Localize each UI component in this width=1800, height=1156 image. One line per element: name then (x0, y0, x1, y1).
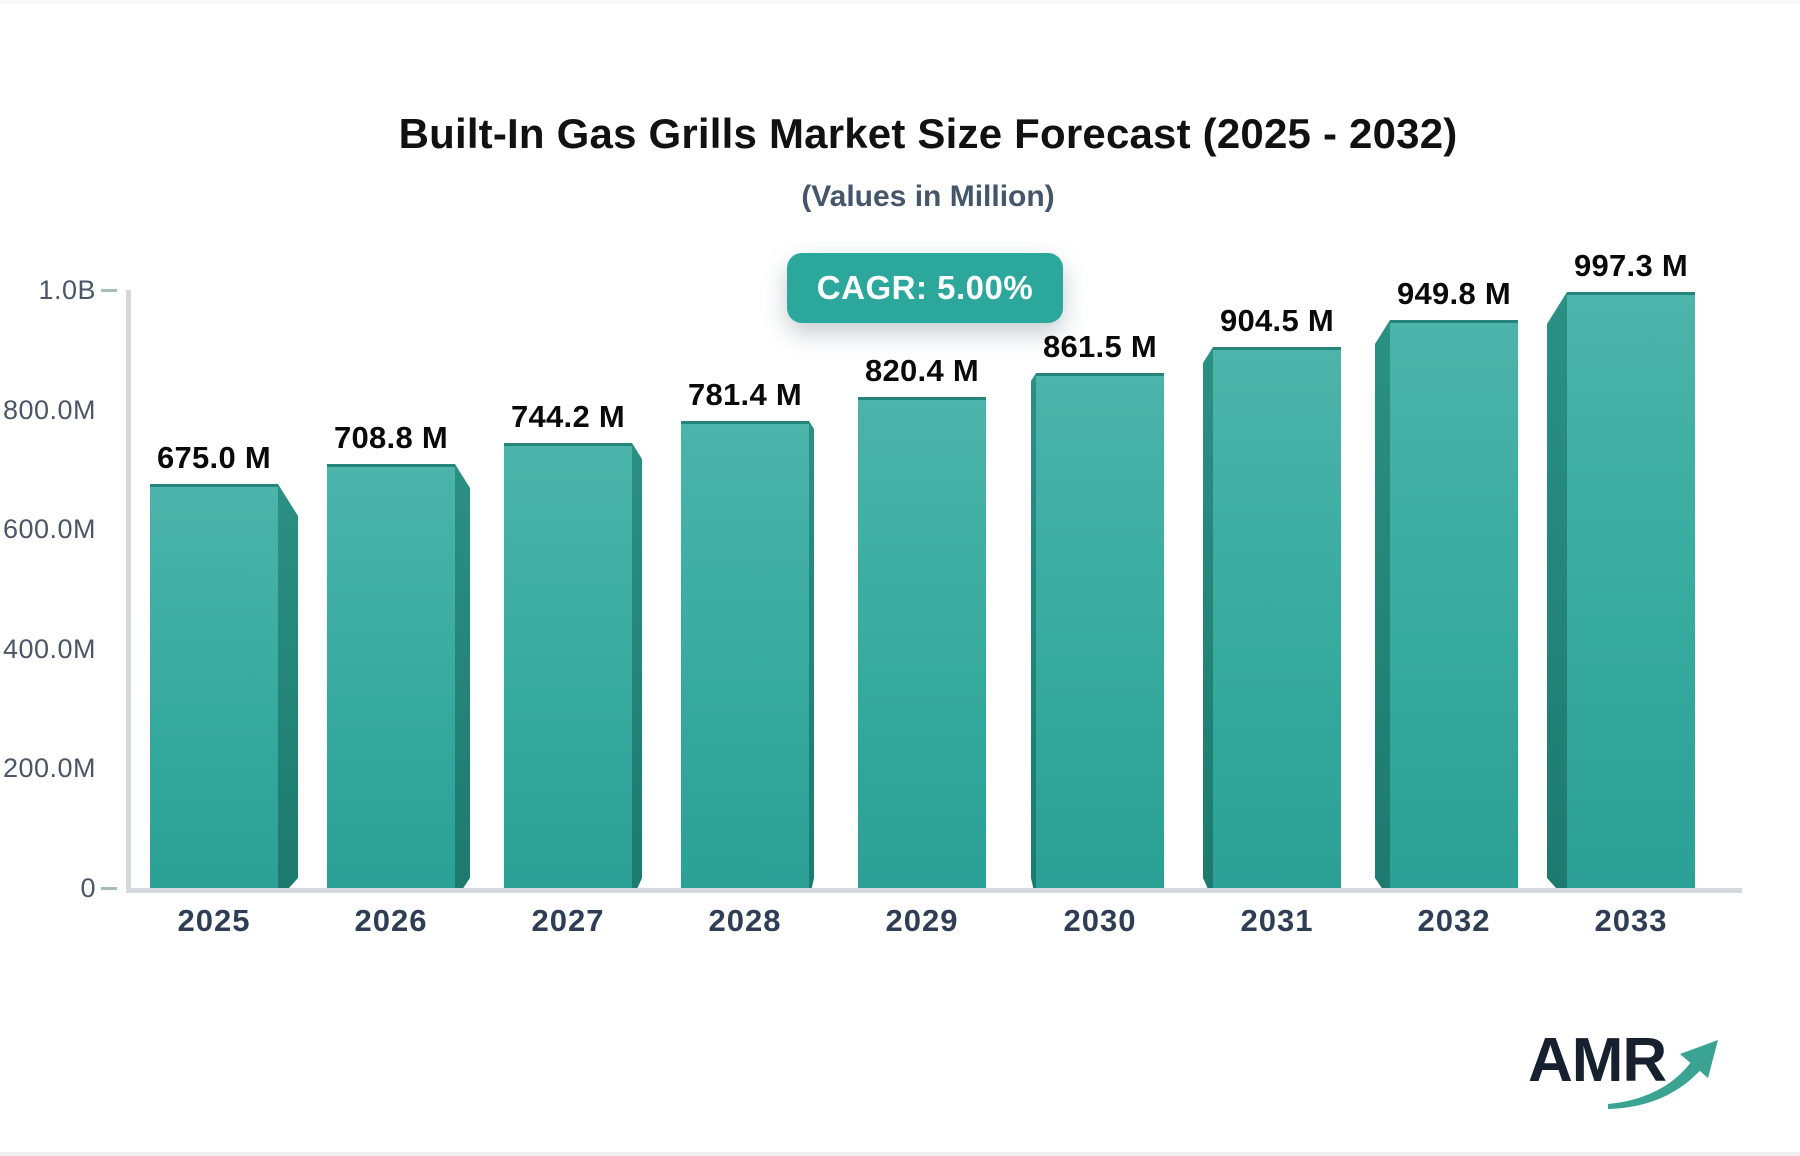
y-axis-tick (101, 887, 117, 890)
page-top-edge (0, 0, 1800, 4)
plot-area: 675.0 M 708.8 M 744.2 M 781.4 M 820.4 M 861.5… (126, 248, 1742, 893)
bar-side-face (632, 443, 642, 888)
bar-value-label: 708.8 M (333, 420, 449, 455)
cagr-badge-label: CAGR: 5.00% (816, 269, 1034, 306)
bar (504, 443, 632, 888)
y-axis-label: 200.0M (2, 753, 96, 784)
bar-side-face (809, 421, 814, 888)
amr-logo: AMR (1528, 1030, 1718, 1120)
y-axis-label: 800.0M (2, 394, 96, 425)
bar-value-label: 949.8 M (1396, 276, 1512, 311)
bar-side-face (278, 484, 298, 888)
x-axis-label: 2030 (1063, 903, 1137, 938)
x-axis-label: 2033 (1594, 903, 1668, 938)
page-bottom-edge (0, 1152, 1800, 1156)
bar (1390, 320, 1518, 888)
bar (1036, 373, 1164, 888)
x-axis-label: 2025 (177, 903, 251, 938)
y-axis-label: 400.0M (2, 633, 96, 664)
bar-side-face (1375, 320, 1390, 888)
cagr-badge: CAGR: 5.00% (787, 253, 1063, 323)
y-axis-label: 0 (80, 873, 96, 903)
amr-logo-arrow-icon (1608, 1040, 1718, 1109)
bar (327, 464, 455, 888)
x-axis-label: 2026 (354, 903, 428, 938)
y-axis-line (126, 290, 131, 888)
bar (1567, 292, 1695, 888)
x-axis-label: 2028 (708, 903, 782, 938)
bar (1213, 347, 1341, 888)
chart-subtitle: (Values in Million) (801, 180, 1055, 213)
y-axis-label: 600.0M (2, 514, 96, 545)
x-axis-label: 2029 (885, 903, 959, 938)
x-axis-label: 2032 (1417, 903, 1491, 938)
bar-value-label: 861.5 M (1042, 329, 1158, 364)
bar-value-label: 675.0 M (156, 440, 272, 475)
bar-value-label: 997.3 M (1573, 248, 1689, 283)
chart-header: Built-In Gas Grills Market Size Forecast… (28, 0, 1800, 214)
bar-value-label: 744.2 M (510, 399, 626, 434)
bar (150, 484, 278, 888)
bar-value-label: 904.5 M (1219, 303, 1335, 338)
bar-side-face (1031, 373, 1036, 888)
bar-side-face (1547, 292, 1567, 888)
chart-title: Built-In Gas Grills Market Size Forecast… (398, 110, 1458, 157)
bar-side-face (1203, 347, 1213, 888)
x-axis-label: 2031 (1240, 903, 1314, 938)
bar (681, 421, 809, 888)
bar-value-label: 820.4 M (864, 353, 980, 388)
x-axis-label: 2027 (531, 903, 605, 938)
y-axis-label: 1.0B (38, 275, 96, 305)
amr-logo-text: AMR (1528, 1026, 1667, 1095)
x-axis-baseline (126, 888, 1742, 893)
bar-side-face (455, 464, 470, 888)
y-axis-tick (101, 289, 117, 292)
bar-value-label: 781.4 M (687, 377, 803, 412)
bar (858, 397, 986, 888)
